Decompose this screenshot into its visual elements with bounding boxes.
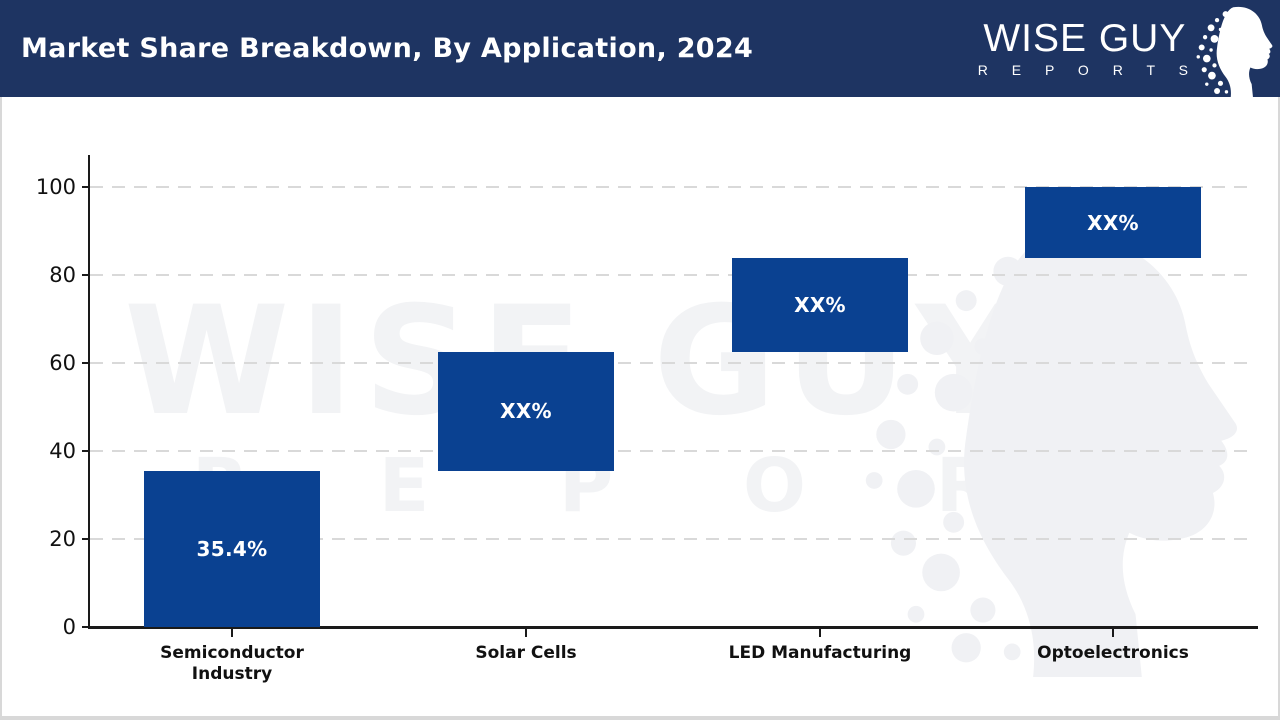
dot-head-logo-icon	[1196, 6, 1273, 97]
y-tick-label: 80	[49, 263, 76, 287]
x-tick-mark	[231, 629, 233, 637]
chart-canvas: WISE GUY R E P O R T S 02040608010035.4%…	[0, 97, 1280, 720]
logo-subtitle: R E P O R T S	[977, 62, 1198, 78]
y-tick-mark	[82, 274, 89, 276]
x-axis-spine	[88, 626, 1258, 629]
y-tick-mark	[82, 626, 89, 628]
y-tick-mark	[82, 538, 89, 540]
bar-segment: XX%	[1025, 187, 1201, 259]
x-category-label: LED Manufacturing	[728, 643, 912, 663]
dot-head-watermark-icon	[865, 235, 1238, 677]
y-gridline	[90, 274, 1254, 276]
x-category-label: Solar Cells	[475, 643, 577, 663]
wise-guy-reports-logo: WISE GUY R E P O R T S	[972, 0, 1280, 97]
bar-value-label: XX%	[1087, 210, 1139, 235]
y-tick-label: 0	[62, 615, 76, 639]
bar-value-label: XX%	[794, 292, 846, 317]
y-tick-label: 20	[49, 527, 76, 551]
x-category-label: Optoelectronics	[1037, 643, 1189, 663]
bar-segment: XX%	[732, 258, 908, 352]
bar-value-label: XX%	[500, 399, 552, 424]
x-tick-mark	[525, 629, 527, 637]
bar-segment: XX%	[438, 351, 614, 472]
y-tick-label: 60	[49, 351, 76, 375]
bar-value-label: 35.4%	[196, 537, 268, 562]
y-tick-mark	[82, 186, 89, 188]
x-tick-mark	[819, 629, 821, 637]
bar-segment: 35.4%	[144, 471, 320, 627]
y-gridline	[90, 450, 1254, 452]
chart-title: Market Share Breakdown, By Application, …	[21, 33, 754, 64]
y-tick-label: 100	[35, 175, 76, 199]
logo-wordmark: WISE GUY	[983, 17, 1187, 60]
logo-text: WISE GUY R E P O R T S	[972, 19, 1198, 78]
x-category-label: Semiconductor Industry	[160, 643, 304, 685]
y-gridline	[90, 362, 1254, 364]
y-tick-label: 40	[49, 439, 76, 463]
y-tick-mark	[82, 362, 89, 364]
y-axis-spine	[88, 155, 90, 629]
y-tick-mark	[82, 450, 89, 452]
y-gridline	[90, 186, 1254, 188]
x-tick-mark	[1112, 629, 1114, 637]
y-gridline	[90, 538, 1254, 540]
header-bar: Market Share Breakdown, By Application, …	[0, 0, 1280, 97]
